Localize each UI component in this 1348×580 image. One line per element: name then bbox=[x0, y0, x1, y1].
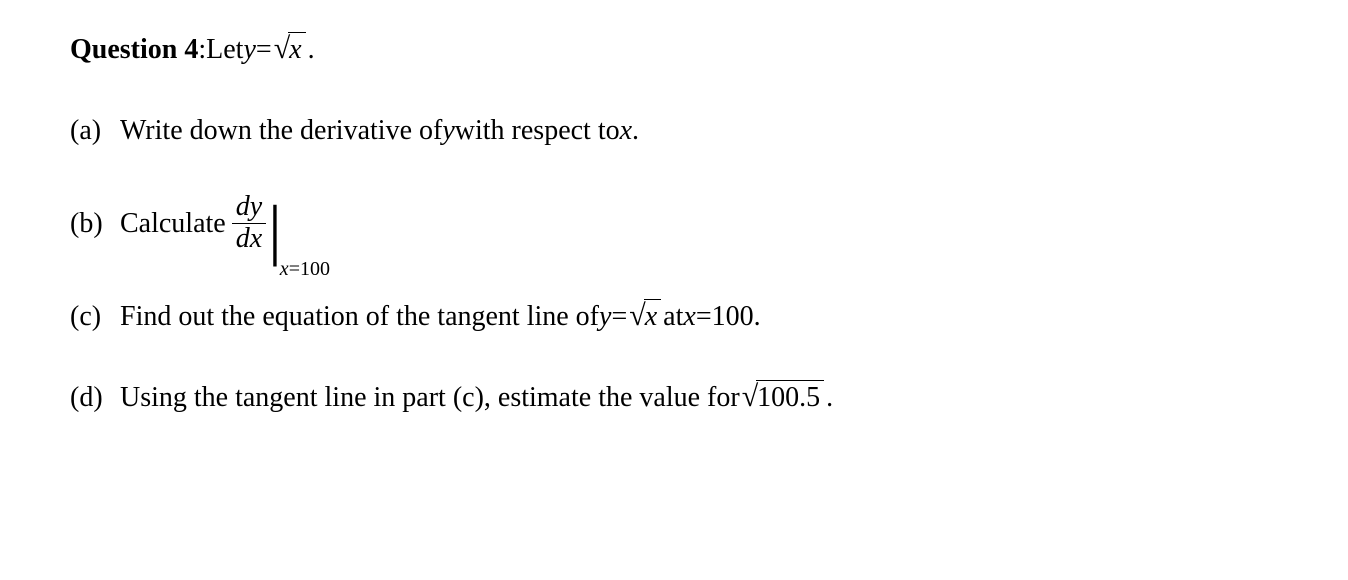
equals-sign: = bbox=[256, 30, 272, 69]
part-c-text1: Find out the equation of the tangent lin… bbox=[120, 297, 599, 336]
part-d-sqrt: √ 100.5 bbox=[742, 380, 824, 415]
y-letter-num: y bbox=[250, 191, 262, 222]
part-c-sqrt-arg: x bbox=[644, 299, 661, 334]
part-a-text1: Write down the derivative of bbox=[120, 111, 442, 150]
part-d-period: . bbox=[826, 378, 833, 417]
part-c-period: . bbox=[754, 297, 761, 336]
part-b: (b) Calculate dy dx | x=100 bbox=[70, 192, 1278, 255]
part-c-sqrt-sign-icon: √ bbox=[629, 301, 645, 331]
part-a-content: Write down the derivative of y with resp… bbox=[120, 111, 639, 150]
part-a: (a) Write down the derivative of y with … bbox=[70, 111, 1278, 150]
part-c-y-var: y bbox=[599, 297, 611, 336]
derivative-evaluated: dy dx | x=100 bbox=[232, 192, 330, 255]
part-c: (c) Find out the equation of the tangent… bbox=[70, 297, 1278, 336]
part-c-x-var: x bbox=[683, 297, 695, 336]
frac-denominator: dx bbox=[232, 223, 266, 255]
part-c-label: (c) bbox=[70, 297, 120, 336]
part-d-content: Using the tangent line in part (c), esti… bbox=[120, 378, 833, 417]
part-d: (d) Using the tangent line in part (c), … bbox=[70, 378, 1278, 417]
vertical-bar-icon: | bbox=[268, 202, 282, 256]
evaluation-subscript: x=100 bbox=[280, 255, 330, 283]
part-c-text2: at bbox=[663, 297, 683, 336]
part-d-sqrt-arg: 100.5 bbox=[756, 380, 824, 415]
part-c-sqrt: √ x bbox=[629, 299, 661, 334]
period: . bbox=[308, 30, 315, 69]
eval-equals: = bbox=[289, 258, 300, 280]
part-a-x-var: x bbox=[620, 111, 632, 150]
question-label: Question 4 bbox=[70, 30, 198, 69]
frac-numerator: dy bbox=[232, 192, 266, 223]
part-d-label: (d) bbox=[70, 378, 120, 417]
fraction-dydx: dy dx bbox=[232, 192, 266, 255]
part-c-equals2: = bbox=[696, 297, 712, 336]
question-colon: : bbox=[198, 30, 206, 69]
part-a-label: (a) bbox=[70, 111, 120, 150]
part-a-period: . bbox=[632, 111, 639, 150]
part-a-text2: with respect to bbox=[455, 111, 620, 150]
part-b-content: Calculate dy dx | x=100 bbox=[120, 192, 336, 255]
sqrt-argument: x bbox=[288, 32, 305, 67]
eval-x-var: x bbox=[280, 258, 289, 280]
d-letter-num: d bbox=[236, 191, 250, 222]
sqrt-sign-icon: √ bbox=[274, 34, 290, 64]
part-b-label: (b) bbox=[70, 204, 120, 243]
question-intro: Let bbox=[206, 30, 243, 69]
part-a-y-var: y bbox=[442, 111, 454, 150]
y-variable: y bbox=[243, 30, 255, 69]
part-c-value: 100 bbox=[712, 297, 754, 336]
part-d-text1: Using the tangent line in part (c), esti… bbox=[120, 378, 740, 417]
sqrt-expression: √ x bbox=[274, 32, 306, 67]
d-letter-den: d bbox=[236, 223, 250, 254]
part-d-sqrt-sign-icon: √ bbox=[742, 382, 758, 412]
eval-value: 100 bbox=[300, 258, 330, 280]
part-c-content: Find out the equation of the tangent lin… bbox=[120, 297, 761, 336]
part-c-equals: = bbox=[611, 297, 627, 336]
question-header: Question 4 : Let y = √ x . bbox=[70, 30, 1278, 69]
x-letter-den: x bbox=[250, 223, 262, 254]
part-b-text1: Calculate bbox=[120, 204, 226, 243]
